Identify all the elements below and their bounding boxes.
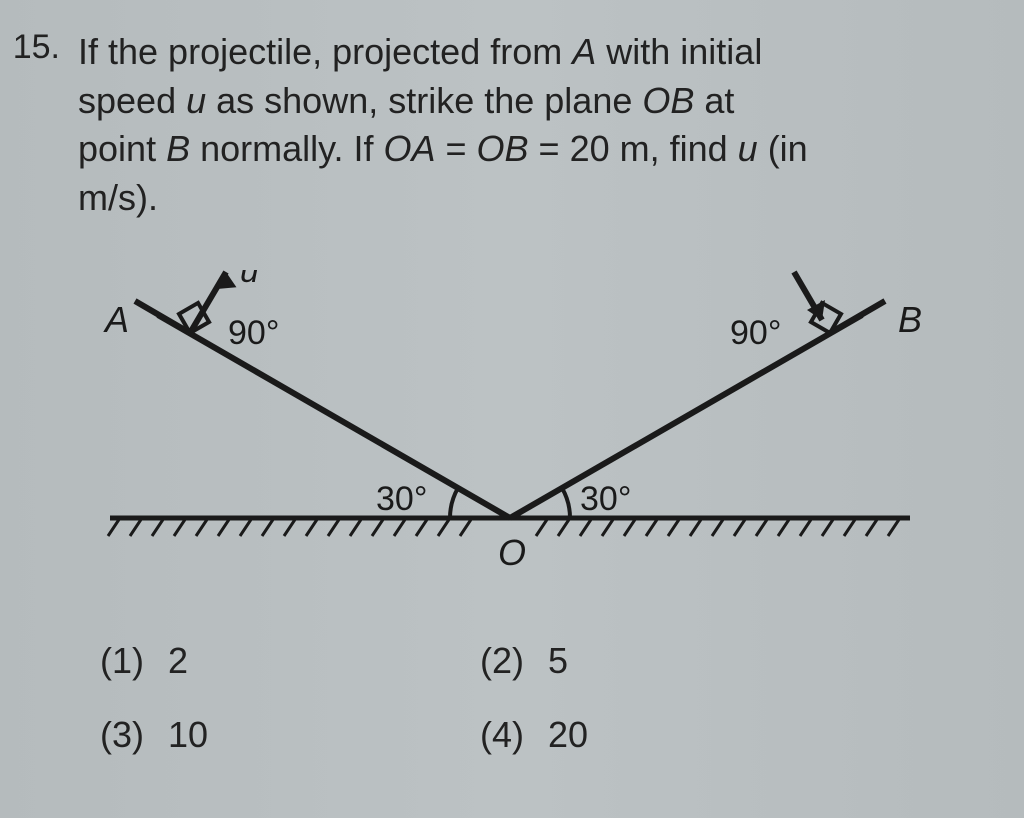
var-u2: u bbox=[738, 128, 758, 169]
label-30-right: 30° bbox=[580, 480, 631, 518]
label-30-left: 30° bbox=[376, 480, 427, 518]
text: at bbox=[694, 80, 734, 121]
label-90-right: 90° bbox=[730, 314, 781, 352]
options-row-1: (1) 2 (2) 5 bbox=[100, 640, 900, 682]
label-u: u bbox=[240, 270, 259, 290]
var-OB2: OB bbox=[477, 128, 529, 169]
option-2: (2) 5 bbox=[480, 640, 860, 682]
text: m/s). bbox=[78, 177, 158, 218]
text: normally. If bbox=[190, 128, 383, 169]
options-row-2: (3) 10 (4) 20 bbox=[100, 714, 900, 756]
option-2-value: 5 bbox=[548, 640, 568, 682]
text: = bbox=[436, 128, 477, 169]
question-number: 15. bbox=[0, 28, 60, 67]
label-O: O bbox=[498, 532, 526, 573]
option-4-label: (4) bbox=[480, 714, 524, 756]
var-u: u bbox=[186, 80, 206, 121]
option-3: (3) 10 bbox=[100, 714, 480, 756]
arc-30-right bbox=[562, 488, 570, 518]
text: as shown, strike the plane bbox=[206, 80, 642, 121]
label-A: A bbox=[103, 299, 129, 340]
label-90-left: 90° bbox=[228, 314, 279, 352]
text: point bbox=[78, 128, 166, 169]
question-text: If the projectile, projected from A with… bbox=[78, 28, 984, 222]
option-2-label: (2) bbox=[480, 640, 524, 682]
diagram-svg: u A B O 90° 90° 30° 30° bbox=[70, 270, 950, 600]
text: If the projectile, projected from bbox=[78, 31, 572, 72]
var-OB: OB bbox=[642, 80, 694, 121]
text: (in bbox=[758, 128, 808, 169]
option-4: (4) 20 bbox=[480, 714, 860, 756]
impact-arrow bbox=[794, 272, 825, 320]
option-3-label: (3) bbox=[100, 714, 144, 756]
text: speed bbox=[78, 80, 186, 121]
option-1-label: (1) bbox=[100, 640, 144, 682]
option-4-value: 20 bbox=[548, 714, 588, 756]
label-B: B bbox=[898, 299, 922, 340]
var-A: A bbox=[572, 31, 596, 72]
option-3-value: 10 bbox=[168, 714, 208, 756]
diagram: u A B O 90° 90° 30° 30° bbox=[70, 270, 950, 600]
page: 15. If the projectile, projected from A … bbox=[0, 0, 1024, 818]
option-1-value: 2 bbox=[168, 640, 188, 682]
text: = 20 m, find bbox=[529, 128, 738, 169]
option-1: (1) 2 bbox=[100, 640, 480, 682]
text: with initial bbox=[596, 31, 762, 72]
arc-30-left bbox=[450, 488, 458, 518]
var-OA: OA bbox=[383, 128, 435, 169]
var-B: B bbox=[166, 128, 190, 169]
options: (1) 2 (2) 5 (3) 10 (4) 20 bbox=[100, 640, 900, 788]
